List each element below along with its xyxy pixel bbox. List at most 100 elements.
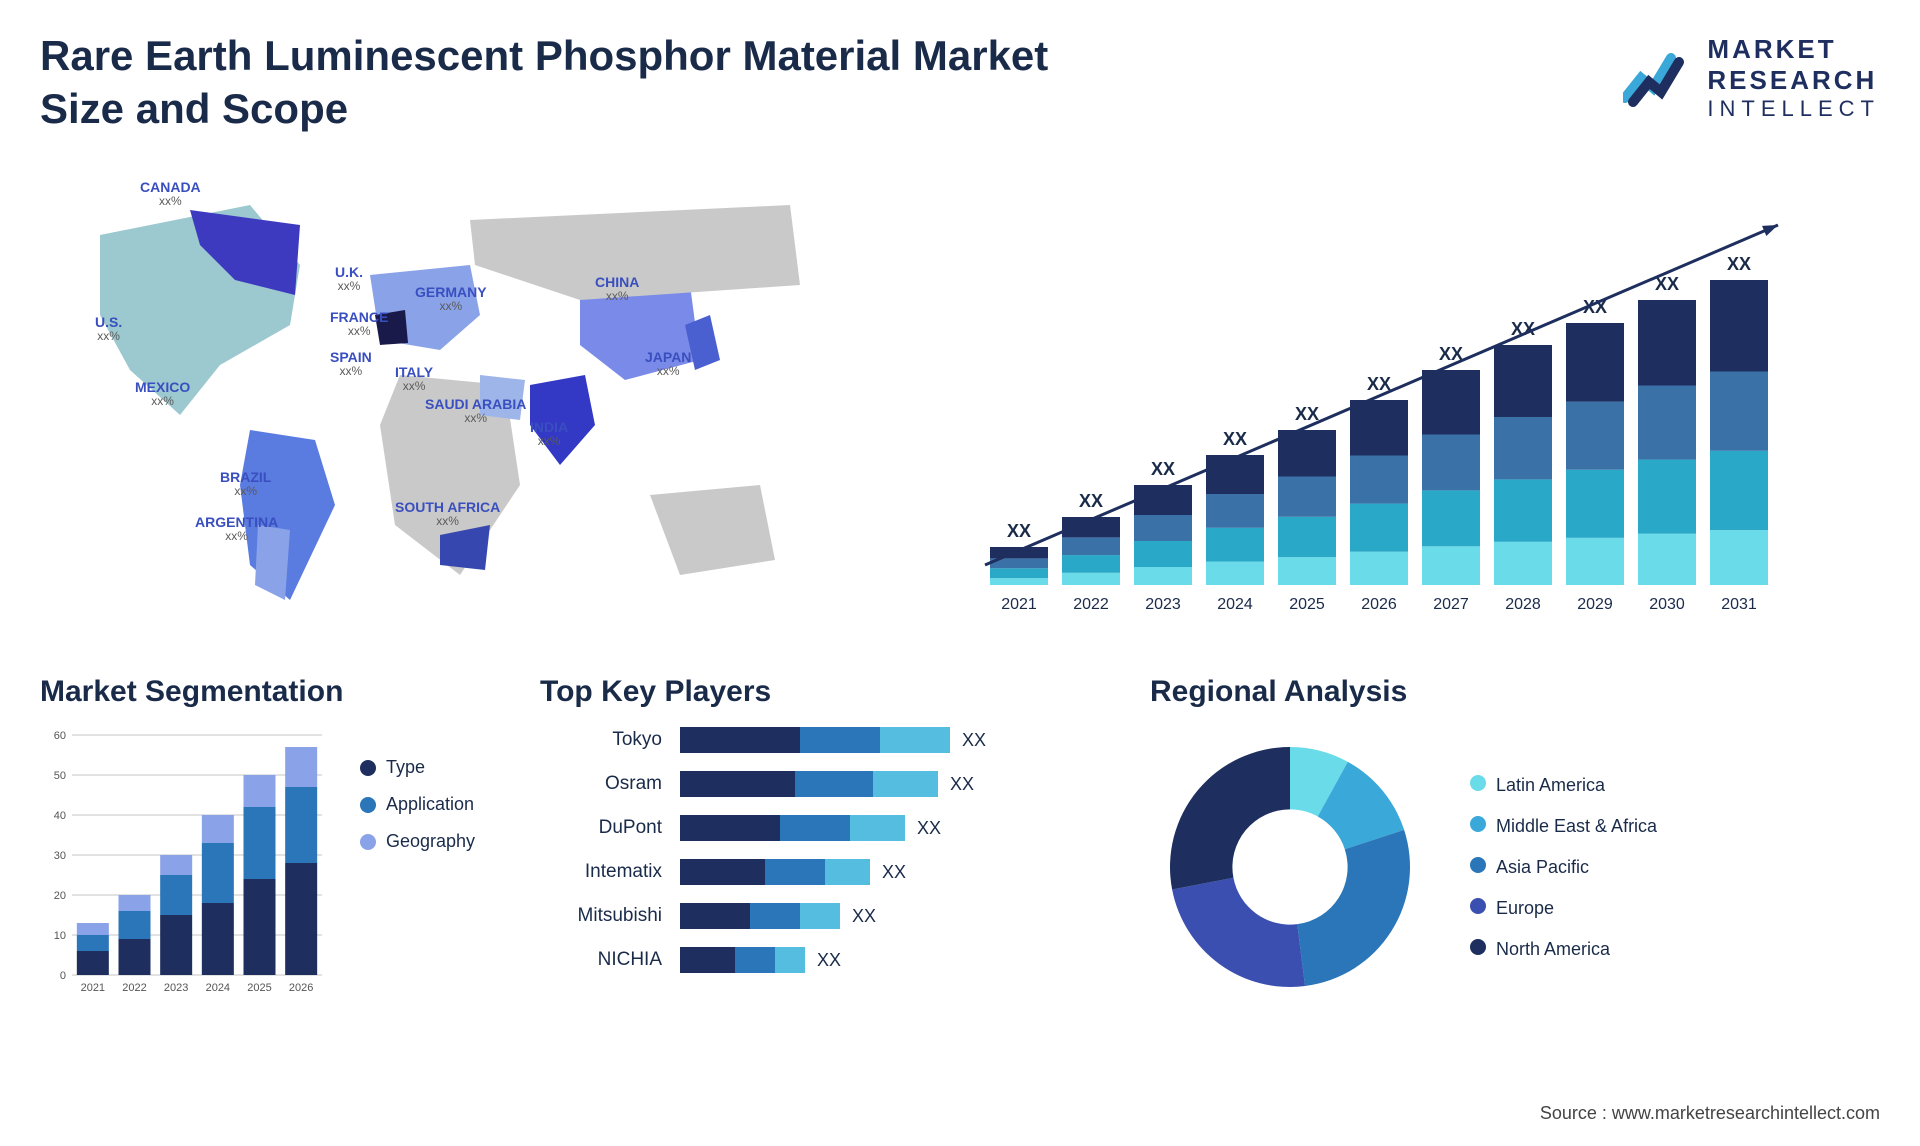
seg-ytick: 0 bbox=[60, 970, 66, 982]
seg-bar-seg bbox=[160, 915, 192, 975]
growth-bar-seg bbox=[1638, 300, 1696, 386]
player-row: Mitsubishi XX bbox=[540, 903, 1100, 929]
player-bar-seg bbox=[780, 815, 850, 841]
player-bar-seg bbox=[750, 903, 800, 929]
growth-bar-value: XX bbox=[1295, 404, 1319, 424]
map-label-u-s-: U.S.xx% bbox=[95, 315, 122, 344]
seg-legend-item: Type bbox=[360, 757, 475, 778]
logo-line-3: INTELLECT bbox=[1707, 96, 1880, 122]
player-bar-seg bbox=[825, 859, 870, 885]
growth-bar-seg bbox=[1638, 534, 1696, 585]
growth-bar-seg bbox=[1638, 386, 1696, 460]
brand-logo: MARKET RESEARCH INTELLECT bbox=[1623, 34, 1880, 122]
player-bar-seg bbox=[873, 771, 938, 797]
growth-bar-year: 2031 bbox=[1721, 596, 1757, 613]
player-bar-seg bbox=[680, 947, 735, 973]
growth-bar-seg bbox=[1638, 460, 1696, 534]
growth-bar-seg bbox=[1134, 515, 1192, 541]
seg-bar-seg bbox=[77, 951, 109, 975]
seg-bar-seg bbox=[119, 895, 151, 911]
logo-line-2: RESEARCH bbox=[1707, 65, 1880, 96]
player-name: NICHIA bbox=[540, 949, 680, 971]
player-row: NICHIAXX bbox=[540, 947, 1100, 973]
growth-bar-year: 2024 bbox=[1217, 596, 1253, 613]
growth-bar-seg bbox=[990, 568, 1048, 578]
seg-bar-seg bbox=[285, 747, 317, 787]
growth-bar-year: 2023 bbox=[1145, 596, 1181, 613]
page-title: Rare Earth Luminescent Phosphor Material… bbox=[40, 30, 1140, 135]
map-label-saudi-arabia: SAUDI ARABIAxx% bbox=[425, 397, 526, 426]
growth-bar-seg bbox=[1206, 455, 1264, 494]
growth-bar-seg bbox=[1278, 557, 1336, 585]
player-bar-seg bbox=[800, 903, 840, 929]
donut-slice bbox=[1170, 747, 1290, 889]
seg-bar-seg bbox=[202, 815, 234, 843]
growth-bar-seg bbox=[1566, 402, 1624, 470]
growth-bar-seg bbox=[1206, 494, 1264, 528]
map-label-india: INDIAxx% bbox=[530, 420, 568, 449]
growth-bar-seg bbox=[1710, 530, 1768, 585]
growth-bar-value: XX bbox=[1079, 491, 1103, 511]
map-label-japan: JAPANxx% bbox=[645, 350, 691, 379]
growth-bar-year: 2026 bbox=[1361, 596, 1397, 613]
growth-bar-seg bbox=[1494, 417, 1552, 479]
player-bar-seg bbox=[800, 727, 880, 753]
seg-xtick: 2022 bbox=[122, 982, 146, 994]
player-bar bbox=[680, 859, 870, 885]
region-legend-item: Asia Pacific bbox=[1470, 857, 1657, 878]
growth-bar-seg bbox=[990, 547, 1048, 558]
player-bar-seg bbox=[680, 903, 750, 929]
player-value: XX bbox=[962, 730, 986, 751]
growth-bar-value: XX bbox=[1007, 521, 1031, 541]
growth-bar-value: XX bbox=[1511, 319, 1535, 339]
map-label-france: FRANCExx% bbox=[330, 310, 388, 339]
map-label-china: CHINAxx% bbox=[595, 275, 639, 304]
player-value: XX bbox=[852, 906, 876, 927]
region-legend-item: Europe bbox=[1470, 898, 1657, 919]
seg-bar-seg bbox=[160, 875, 192, 915]
growth-bar-seg bbox=[1134, 567, 1192, 585]
player-bar-seg bbox=[880, 727, 950, 753]
growth-bar-seg bbox=[1278, 477, 1336, 517]
growth-bar-value: XX bbox=[1223, 429, 1247, 449]
player-bar-seg bbox=[680, 859, 765, 885]
growth-bar-year: 2028 bbox=[1505, 596, 1541, 613]
player-row: IntematixXX bbox=[540, 859, 1100, 885]
growth-bar-seg bbox=[1350, 504, 1408, 552]
seg-ytick: 50 bbox=[54, 770, 66, 782]
seg-xtick: 2025 bbox=[247, 982, 271, 994]
growth-bar-seg bbox=[1422, 546, 1480, 585]
growth-bar-seg bbox=[990, 578, 1048, 585]
player-bar-seg bbox=[765, 859, 825, 885]
growth-bar-seg bbox=[1422, 490, 1480, 546]
player-bar bbox=[680, 947, 805, 973]
map-label-mexico: MEXICOxx% bbox=[135, 380, 190, 409]
player-name: Mitsubishi bbox=[540, 905, 680, 927]
growth-bar-seg bbox=[1062, 537, 1120, 555]
player-bar-seg bbox=[680, 815, 780, 841]
logo-icon bbox=[1623, 48, 1693, 108]
player-row: DuPontXX bbox=[540, 815, 1100, 841]
growth-bar-seg bbox=[1206, 528, 1264, 562]
player-row: TokyoXX bbox=[540, 727, 1100, 753]
players-chart: TokyoXX OsramXX DuPontXX IntematixXX Mitsubi… bbox=[540, 727, 1100, 973]
player-bar-seg bbox=[680, 771, 795, 797]
growth-bar-seg bbox=[1710, 280, 1768, 372]
seg-xtick: 2021 bbox=[81, 982, 105, 994]
seg-bar-seg bbox=[119, 911, 151, 939]
player-bar-seg bbox=[850, 815, 905, 841]
player-row: OsramXX bbox=[540, 771, 1100, 797]
player-bar bbox=[680, 771, 938, 797]
source-attribution: Source : www.marketresearchintellect.com bbox=[1540, 1103, 1880, 1124]
growth-bar-seg bbox=[1494, 345, 1552, 417]
region-legend-item: Latin America bbox=[1470, 775, 1657, 796]
seg-bar-seg bbox=[77, 935, 109, 951]
player-bar-seg bbox=[795, 771, 873, 797]
seg-ytick: 30 bbox=[54, 850, 66, 862]
donut-slice bbox=[1172, 878, 1305, 987]
growth-bar-seg bbox=[1206, 562, 1264, 585]
seg-bar-seg bbox=[202, 843, 234, 903]
region-legend-item: North America bbox=[1470, 939, 1657, 960]
seg-bar-seg bbox=[77, 923, 109, 935]
player-bar bbox=[680, 815, 905, 841]
